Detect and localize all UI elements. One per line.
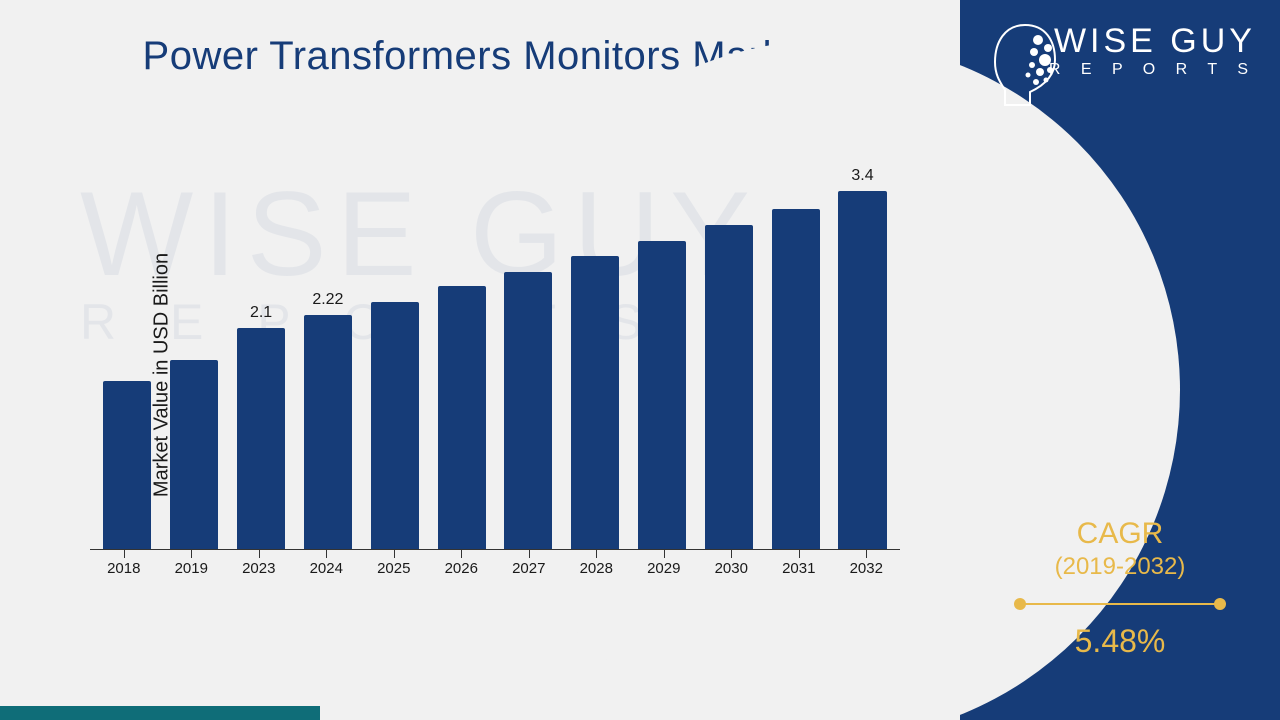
bar <box>170 360 218 550</box>
x-tick-label: 2028 <box>580 560 613 577</box>
bar-chart: Market Value in USD Billion 2.12.223.4 2… <box>60 170 900 580</box>
bar-value-label: 2.1 <box>250 304 272 322</box>
bar-wrap <box>762 170 829 549</box>
bar <box>304 315 352 549</box>
x-tick-label: 2027 <box>512 560 545 577</box>
cagr-block: CAGR (2019-2032) 5.48% <box>990 517 1250 660</box>
x-tick: 2032 <box>833 550 901 580</box>
x-tick: 2023 <box>225 550 293 580</box>
x-ticks: 2018 2019 2023 2024 2025 2026 2027 2028 2029 2030… <box>90 550 900 580</box>
bar <box>571 256 619 549</box>
x-tick-label: 2024 <box>310 560 343 577</box>
bar <box>237 328 285 549</box>
x-tick: 2019 <box>158 550 226 580</box>
bar-wrap: 3.4 <box>829 170 896 549</box>
x-tick-label: 2031 <box>782 560 815 577</box>
bar <box>438 286 486 549</box>
x-tick-label: 2030 <box>715 560 748 577</box>
x-tick-label: 2032 <box>850 560 883 577</box>
bar-value-label: 3.4 <box>851 167 873 185</box>
x-tick: 2028 <box>563 550 631 580</box>
cagr-range: (2019-2032) <box>990 553 1250 581</box>
bar-wrap <box>361 170 428 549</box>
brand-line1: WISE GUY <box>1049 24 1256 58</box>
bar-value-label: 2.22 <box>312 291 343 309</box>
bar-wrap <box>562 170 629 549</box>
cagr-value: 5.48% <box>990 623 1250 660</box>
bar <box>705 225 753 549</box>
x-tick: 2027 <box>495 550 563 580</box>
x-tick-label: 2019 <box>175 560 208 577</box>
cagr-divider <box>1020 603 1220 605</box>
bar-wrap <box>495 170 562 549</box>
x-tick-label: 2029 <box>647 560 680 577</box>
x-tick-label: 2023 <box>242 560 275 577</box>
x-tick: 2026 <box>428 550 496 580</box>
x-tick: 2029 <box>630 550 698 580</box>
x-tick-label: 2025 <box>377 560 410 577</box>
brand-line2: R E P O R T S <box>1049 62 1256 78</box>
bar <box>103 381 151 549</box>
x-tick: 2018 <box>90 550 158 580</box>
x-tick: 2030 <box>698 550 766 580</box>
bar <box>371 302 419 549</box>
bars-container: 2.1 2.22 3.4 <box>90 170 900 549</box>
plot-area: 2.1 2.22 3.4 <box>90 170 900 550</box>
bar-wrap <box>161 170 228 549</box>
bar-wrap: 2.22 <box>294 170 361 549</box>
bar <box>838 191 886 549</box>
cagr-title: CAGR <box>990 517 1250 551</box>
infographic-canvas: WISE GUY R E P O R T S Power Transformer… <box>0 0 1280 720</box>
bar-wrap <box>428 170 495 549</box>
bottom-strip <box>0 706 320 720</box>
bar <box>638 241 686 549</box>
x-tick: 2031 <box>765 550 833 580</box>
bar <box>772 209 820 549</box>
bar-wrap <box>695 170 762 549</box>
brand-logo: WISE GUY R E P O R T S <box>1049 24 1256 78</box>
bar-wrap: 2.1 <box>228 170 295 549</box>
x-tick: 2024 <box>293 550 361 580</box>
bar-wrap <box>629 170 696 549</box>
x-tick: 2025 <box>360 550 428 580</box>
x-tick-label: 2018 <box>107 560 140 577</box>
bar <box>504 272 552 549</box>
x-tick-label: 2026 <box>445 560 478 577</box>
bar-wrap <box>94 170 161 549</box>
